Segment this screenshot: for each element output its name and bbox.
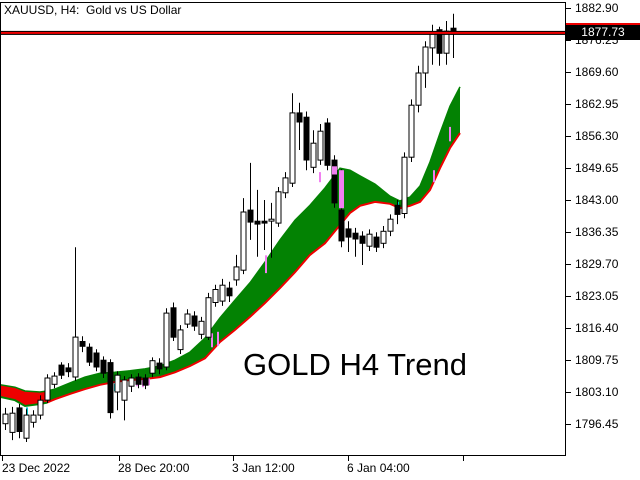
bear-candle-body [352,232,359,240]
bull-candle-body [387,218,394,232]
bear-candle-body [93,352,100,368]
bear-candle-body [156,362,163,370]
price-axis-label: 1869.60 [575,65,619,79]
bear-candle-body [331,159,338,204]
chart-title: XAUUSD, H4: Gold vs US Dollar [4,3,182,17]
bear-candle-body [191,315,198,327]
price-axis-label: 1849.65 [575,161,619,175]
pink-signal-dash [449,126,451,142]
price-axis-label: 1803.10 [575,385,619,399]
bull-candle-body [198,320,205,335]
bull-candle-body [163,312,170,368]
bear-candle-body [86,346,93,363]
bull-candle-body [240,211,247,271]
bull-candle-body [30,414,37,423]
bear-candle-body [226,287,233,297]
pink-signal-dash [265,255,267,274]
bear-candle-body [170,307,177,338]
time-axis-label: 6 Jan 04:00 [347,461,410,475]
price-axis-label: 1843.00 [575,193,619,207]
bull-candle-body [380,230,387,244]
bull-candle-body [429,32,436,49]
bull-candle-body [205,297,212,338]
bull-candle-body [233,266,240,281]
bear-candle-body [296,112,303,123]
bear-candle-body [261,220,268,224]
bull-candle-body [177,329,184,351]
price-axis-label: 1862.95 [575,97,619,111]
bear-candle-body [79,341,86,347]
pink-signal-dash [319,172,321,183]
bull-candle-body [44,377,51,401]
bear-candle-body [100,359,107,374]
bull-candle-body [282,177,289,194]
price-axis-label: 1823.05 [575,289,619,303]
bear-candle-body [65,367,72,373]
bear-candle-body [436,29,443,54]
bear-candle-body [345,228,352,238]
bull-candle-body [317,130,324,161]
bear-candle-body [324,122,331,166]
bull-candle-body [37,399,44,416]
bear-candle-body [254,220,261,225]
pink-signal-dash [433,170,435,183]
bull-candle-body [9,412,16,433]
bear-candle-body [373,236,380,248]
bull-candle-body [366,233,373,247]
bear-candle-body [247,209,254,223]
trend-band-red-segment [0,384,47,406]
chart-frame [0,2,566,456]
bull-candle-body [275,191,282,224]
price-axis-label: 1796.45 [575,417,619,431]
bull-candle-body [128,377,135,387]
bull-candle-body [23,414,30,439]
bull-candle-body [2,413,9,425]
bull-candle-body [310,142,317,168]
current-price-line-red [0,31,565,34]
bull-candle-body [289,112,296,184]
current-price-badge: 1877.73 [566,23,640,40]
bear-candle-body [107,362,114,414]
pink-signal-dash [148,378,150,386]
pink-signal-square [332,166,337,175]
price-axis-label: 1809.75 [575,353,619,367]
pink-signal-dash [211,333,213,348]
bull-candle-body [212,289,219,303]
bear-candle-body [142,377,149,386]
price-axis-label: 1856.30 [575,129,619,143]
bear-candle-body [394,204,401,215]
bear-candle-body [303,116,310,161]
time-axis-label: 3 Jan 12:00 [232,461,295,475]
bull-candle-body [149,360,156,374]
bear-candle-body [16,407,23,432]
price-axis-label: 1816.40 [575,321,619,335]
bull-candle-body [184,313,191,325]
bear-candle-body [359,235,366,244]
bull-candle-body [422,46,429,74]
bull-candle-body [415,72,422,106]
magenta-signal-bar [339,170,344,209]
bull-candle-body [408,104,415,158]
price-axis-label: 1836.35 [575,225,619,239]
bull-candle-body [51,375,58,385]
bull-candle-body [268,218,275,222]
bear-candle-body [58,364,65,376]
bear-candle-body [135,376,142,385]
bull-candle-body [401,156,408,214]
time-axis-label: 28 Dec 20:00 [118,461,190,475]
bull-candle-body [219,284,226,302]
bull-candle-body [72,336,79,378]
bull-candle-body [114,374,121,393]
bull-candle-body [121,379,128,401]
time-axis-label: 23 Dec 2022 [2,461,71,475]
watermark-text: GOLD H4 Trend [243,347,467,382]
price-axis-label: 1829.70 [575,257,619,271]
pink-signal-dash [217,331,219,346]
bear-candle-body [338,209,345,242]
price-axis-label: 1882.90 [575,1,619,15]
